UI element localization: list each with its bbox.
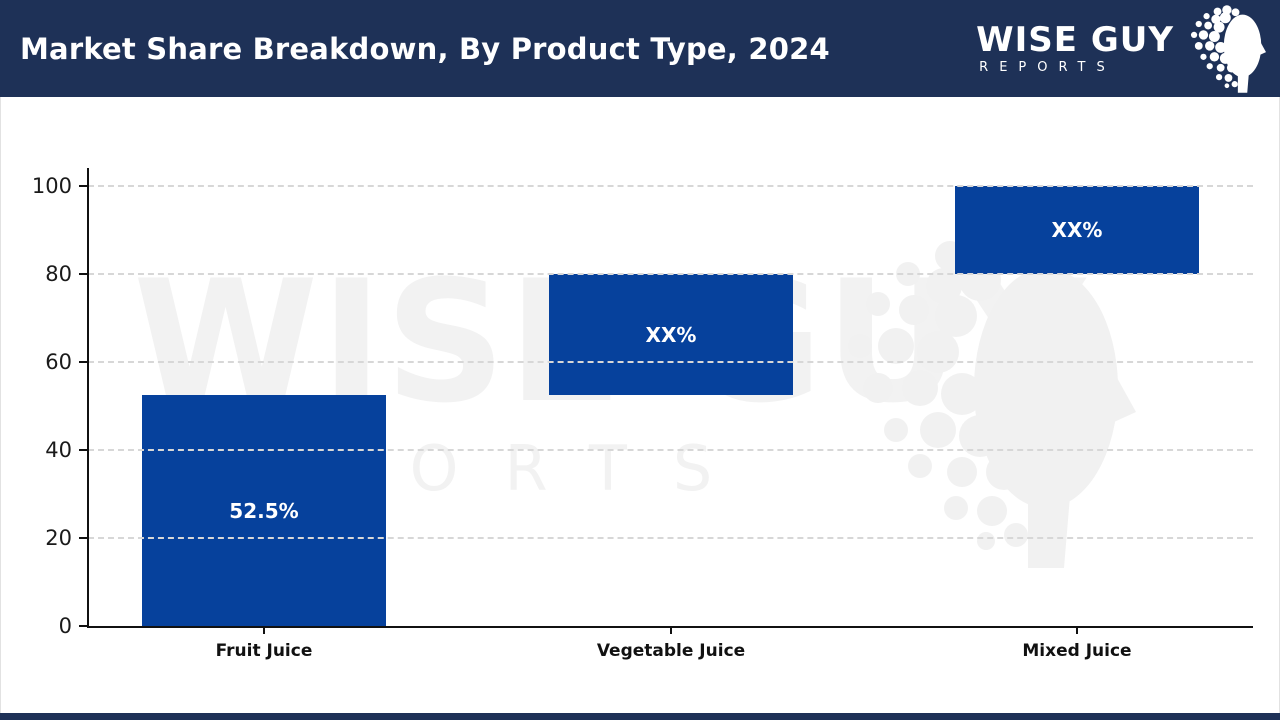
header-banner: Market Share Breakdown, By Product Type,…	[0, 0, 1280, 97]
y-tick-label: 100	[31, 174, 72, 198]
bar-value-label: 52.5%	[229, 498, 299, 523]
category-label: Mixed Juice	[1022, 641, 1132, 661]
y-tick-mark	[79, 273, 88, 275]
logo-wordmark-line1: WISE GUY	[976, 20, 1174, 60]
x-tick-mark	[1076, 628, 1078, 634]
category-label: Vegetable Juice	[596, 641, 746, 661]
logo-head-icon	[1190, 4, 1266, 93]
x-tick-mark	[263, 628, 265, 634]
y-tick-mark	[79, 537, 88, 539]
gridline	[88, 361, 1253, 363]
y-tick-mark	[79, 185, 88, 187]
y-tick-mark	[79, 625, 88, 627]
gridline	[88, 537, 1253, 539]
bar-segment	[142, 395, 386, 626]
y-tick-label: 80	[45, 262, 72, 286]
brand-logo: WISE GUY REPORTS	[976, 4, 1266, 94]
x-tick-mark	[670, 628, 672, 634]
y-tick-mark	[79, 361, 88, 363]
category-label: Fruit Juice	[215, 641, 313, 661]
gridline	[88, 185, 1253, 187]
logo-wordmark-line2: REPORTS	[979, 60, 1116, 75]
bar-value-label: XX%	[1051, 218, 1103, 242]
y-tick-label: 40	[45, 438, 72, 462]
x-axis-line	[87, 626, 1253, 628]
gridline	[88, 449, 1253, 451]
bar-value-label: XX%	[645, 322, 697, 347]
footer-bar	[0, 713, 1280, 720]
logo-wordmark: WISE GUY REPORTS	[976, 23, 1174, 74]
page-title: Market Share Breakdown, By Product Type,…	[20, 31, 830, 66]
bar-segment	[549, 274, 793, 395]
y-tick-label: 60	[45, 350, 72, 374]
y-tick-label: 0	[58, 614, 72, 638]
y-tick-mark	[79, 449, 88, 451]
y-axis-line	[87, 168, 89, 628]
gridline	[88, 273, 1253, 275]
y-tick-label: 20	[45, 526, 72, 550]
